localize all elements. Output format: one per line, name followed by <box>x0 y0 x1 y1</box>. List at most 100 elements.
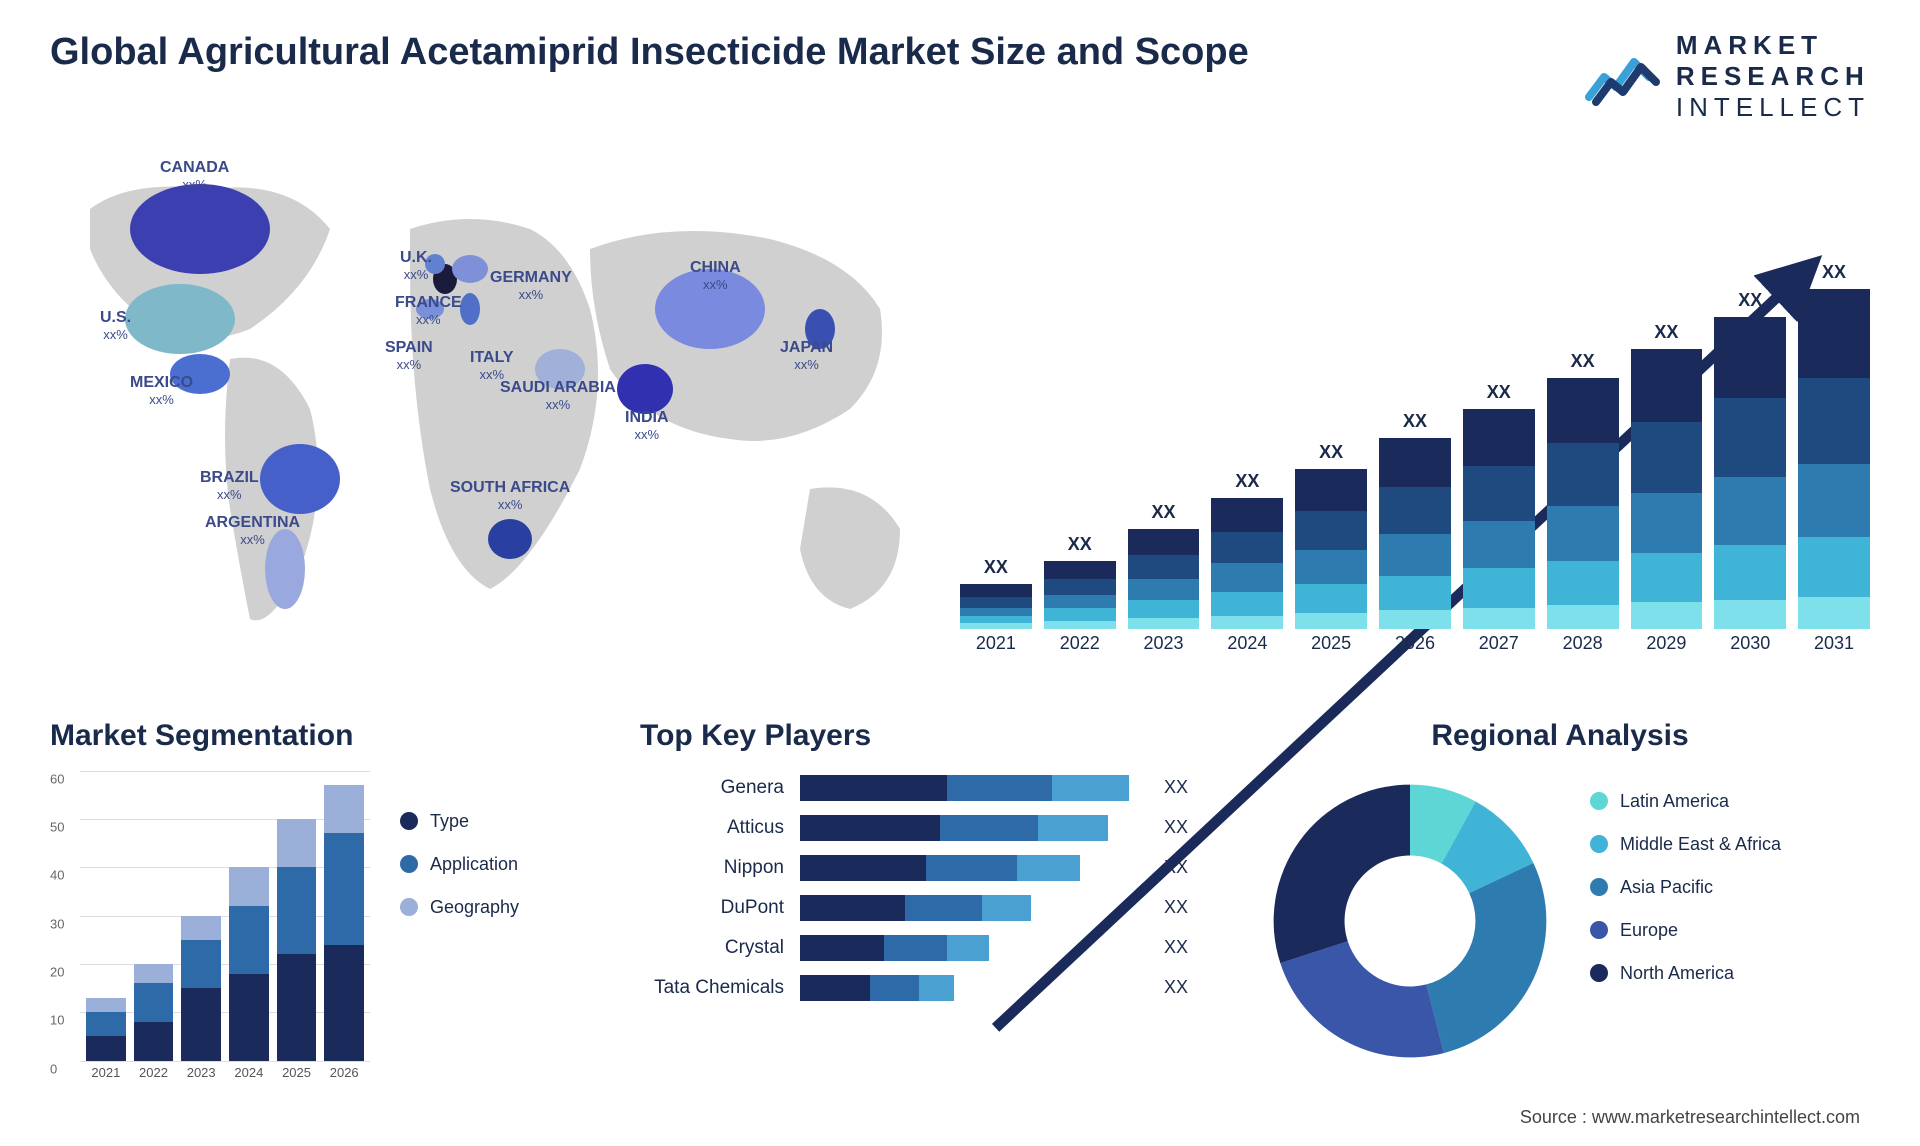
players-title: Top Key Players <box>640 719 1200 753</box>
map-label-argentina: ARGENTINAxx% <box>205 514 300 547</box>
map-label-italy: ITALYxx% <box>470 349 514 382</box>
player-value: XX <box>1150 817 1200 838</box>
seg-x-label: 2024 <box>229 1065 269 1091</box>
growth-bar-2021: XX <box>960 557 1032 628</box>
segmentation-chart: 202120222023202420252026 0102030405060 <box>50 771 370 1091</box>
map-label-brazil: BRAZILxx% <box>200 469 259 502</box>
segmentation-legend: TypeApplicationGeography <box>370 771 590 1091</box>
seg-y-tick: 0 <box>50 1061 57 1076</box>
logo-line-2: RESEARCH <box>1676 61 1870 92</box>
seg-x-label: 2026 <box>324 1065 364 1091</box>
growth-x-label: 2029 <box>1631 633 1703 669</box>
growth-bar-value: XX <box>1571 351 1595 372</box>
logo-mark-icon <box>1584 42 1664 112</box>
regional-legend: Latin America Middle East & Africa Asia Pa… <box>1570 771 1870 1071</box>
map-label-us: U.S.xx% <box>100 309 131 342</box>
source-attribution: Source : www.marketresearchintellect.com <box>1520 1107 1860 1128</box>
seg-y-tick: 60 <box>50 771 64 786</box>
growth-bar-2024: XX <box>1211 471 1283 629</box>
map-label-saudiarabia: SAUDI ARABIAxx% <box>500 379 616 412</box>
legend-swatch-icon <box>1590 878 1608 896</box>
player-row: Tata Chemicals XX <box>640 975 1200 1001</box>
growth-bar-2030: XX <box>1714 290 1786 628</box>
page-title: Global Agricultural Acetamiprid Insectic… <box>50 30 1249 76</box>
player-row: DuPont XX <box>640 895 1200 921</box>
legend-swatch-icon <box>1590 792 1608 810</box>
players-panel: Top Key Players GeneraXXAtticusXXNipponX… <box>640 719 1200 1091</box>
regional-legend-item: Europe <box>1590 920 1870 941</box>
seg-bar-2025 <box>277 819 317 1061</box>
growth-x-label: 2026 <box>1379 633 1451 669</box>
player-row: NipponXX <box>640 855 1200 881</box>
seg-y-tick: 40 <box>50 868 64 883</box>
growth-bar-2026: XX <box>1379 411 1451 629</box>
growth-bar-value: XX <box>1487 382 1511 403</box>
growth-x-label: 2031 <box>1798 633 1870 669</box>
growth-bar-value: XX <box>1152 502 1176 523</box>
player-value: XX <box>1150 897 1200 918</box>
donut-slice <box>1426 863 1546 1053</box>
growth-bar-2028: XX <box>1547 351 1619 629</box>
brand-logo: MARKET RESEARCH INTELLECT <box>1584 30 1870 124</box>
seg-bar-2023 <box>181 916 221 1061</box>
seg-bar-2021 <box>86 998 126 1061</box>
growth-bar-value: XX <box>984 557 1008 578</box>
seg-bar-2024 <box>229 867 269 1060</box>
regional-title: Regional Analysis <box>1250 719 1870 753</box>
legend-swatch-icon <box>1590 921 1608 939</box>
player-name: Atticus <box>640 817 800 839</box>
player-name: Tata Chemicals <box>640 977 800 999</box>
world-map: CANADAxx%U.S.xx%MEXICOxx%BRAZILxx%ARGENT… <box>50 149 920 669</box>
map-label-france: FRANCExx% <box>395 294 462 327</box>
growth-x-label: 2021 <box>960 633 1032 669</box>
legend-swatch-icon <box>400 898 418 916</box>
growth-bar-value: XX <box>1403 411 1427 432</box>
donut-slice <box>1280 941 1444 1057</box>
growth-bar-value: XX <box>1654 322 1678 343</box>
regional-legend-item: Asia Pacific <box>1590 877 1870 898</box>
growth-bar-value: XX <box>1235 471 1259 492</box>
map-label-uk: U.K.xx% <box>400 249 432 282</box>
seg-x-label: 2023 <box>181 1065 221 1091</box>
player-name: DuPont <box>640 897 800 919</box>
growth-bar-value: XX <box>1068 534 1092 555</box>
regional-legend-item: Middle East & Africa <box>1590 834 1870 855</box>
growth-bar-2023: XX <box>1128 502 1200 628</box>
segmentation-panel: Market Segmentation 20212022202320242025… <box>50 719 590 1091</box>
map-label-southafrica: SOUTH AFRICAxx% <box>450 479 570 512</box>
map-label-germany: GERMANYxx% <box>490 269 572 302</box>
logo-line-3: INTELLECT <box>1676 92 1870 123</box>
seg-y-tick: 50 <box>50 819 64 834</box>
map-label-japan: JAPANxx% <box>780 339 833 372</box>
player-name: Nippon <box>640 857 800 879</box>
player-value: XX <box>1150 977 1200 998</box>
seg-legend-item: Type <box>400 811 590 832</box>
growth-x-label: 2027 <box>1463 633 1535 669</box>
seg-x-label: 2025 <box>277 1065 317 1091</box>
seg-bar-2022 <box>134 964 174 1061</box>
growth-bar-2029: XX <box>1631 322 1703 629</box>
donut-slice <box>1274 784 1410 963</box>
legend-swatch-icon <box>400 812 418 830</box>
seg-legend-item: Geography <box>400 897 590 918</box>
regional-legend-item: Latin America <box>1590 791 1870 812</box>
segmentation-title: Market Segmentation <box>50 719 590 753</box>
legend-swatch-icon <box>1590 835 1608 853</box>
growth-bar-value: XX <box>1738 290 1762 311</box>
regional-donut-chart <box>1250 771 1570 1071</box>
growth-bar-value: XX <box>1319 442 1343 463</box>
seg-x-label: 2021 <box>86 1065 126 1091</box>
growth-chart: XXXXXXXXXXXXXXXXXXXXXX 20212022202320242… <box>960 149 1870 669</box>
growth-bar-2022: XX <box>1044 534 1116 629</box>
growth-bar-2031: XX <box>1798 262 1870 629</box>
growth-x-label: 2030 <box>1714 633 1786 669</box>
seg-y-tick: 10 <box>50 1013 64 1028</box>
seg-y-tick: 20 <box>50 964 64 979</box>
growth-x-label: 2024 <box>1211 633 1283 669</box>
map-label-mexico: MEXICOxx% <box>130 374 193 407</box>
map-label-spain: SPAINxx% <box>385 339 433 372</box>
regional-panel: Regional Analysis Latin America Middle Ea… <box>1250 719 1870 1091</box>
players-chart: GeneraXXAtticusXXNipponXXDuPontXXCrystal… <box>640 771 1200 1001</box>
player-value: XX <box>1150 777 1200 798</box>
growth-x-label: 2023 <box>1128 633 1200 669</box>
